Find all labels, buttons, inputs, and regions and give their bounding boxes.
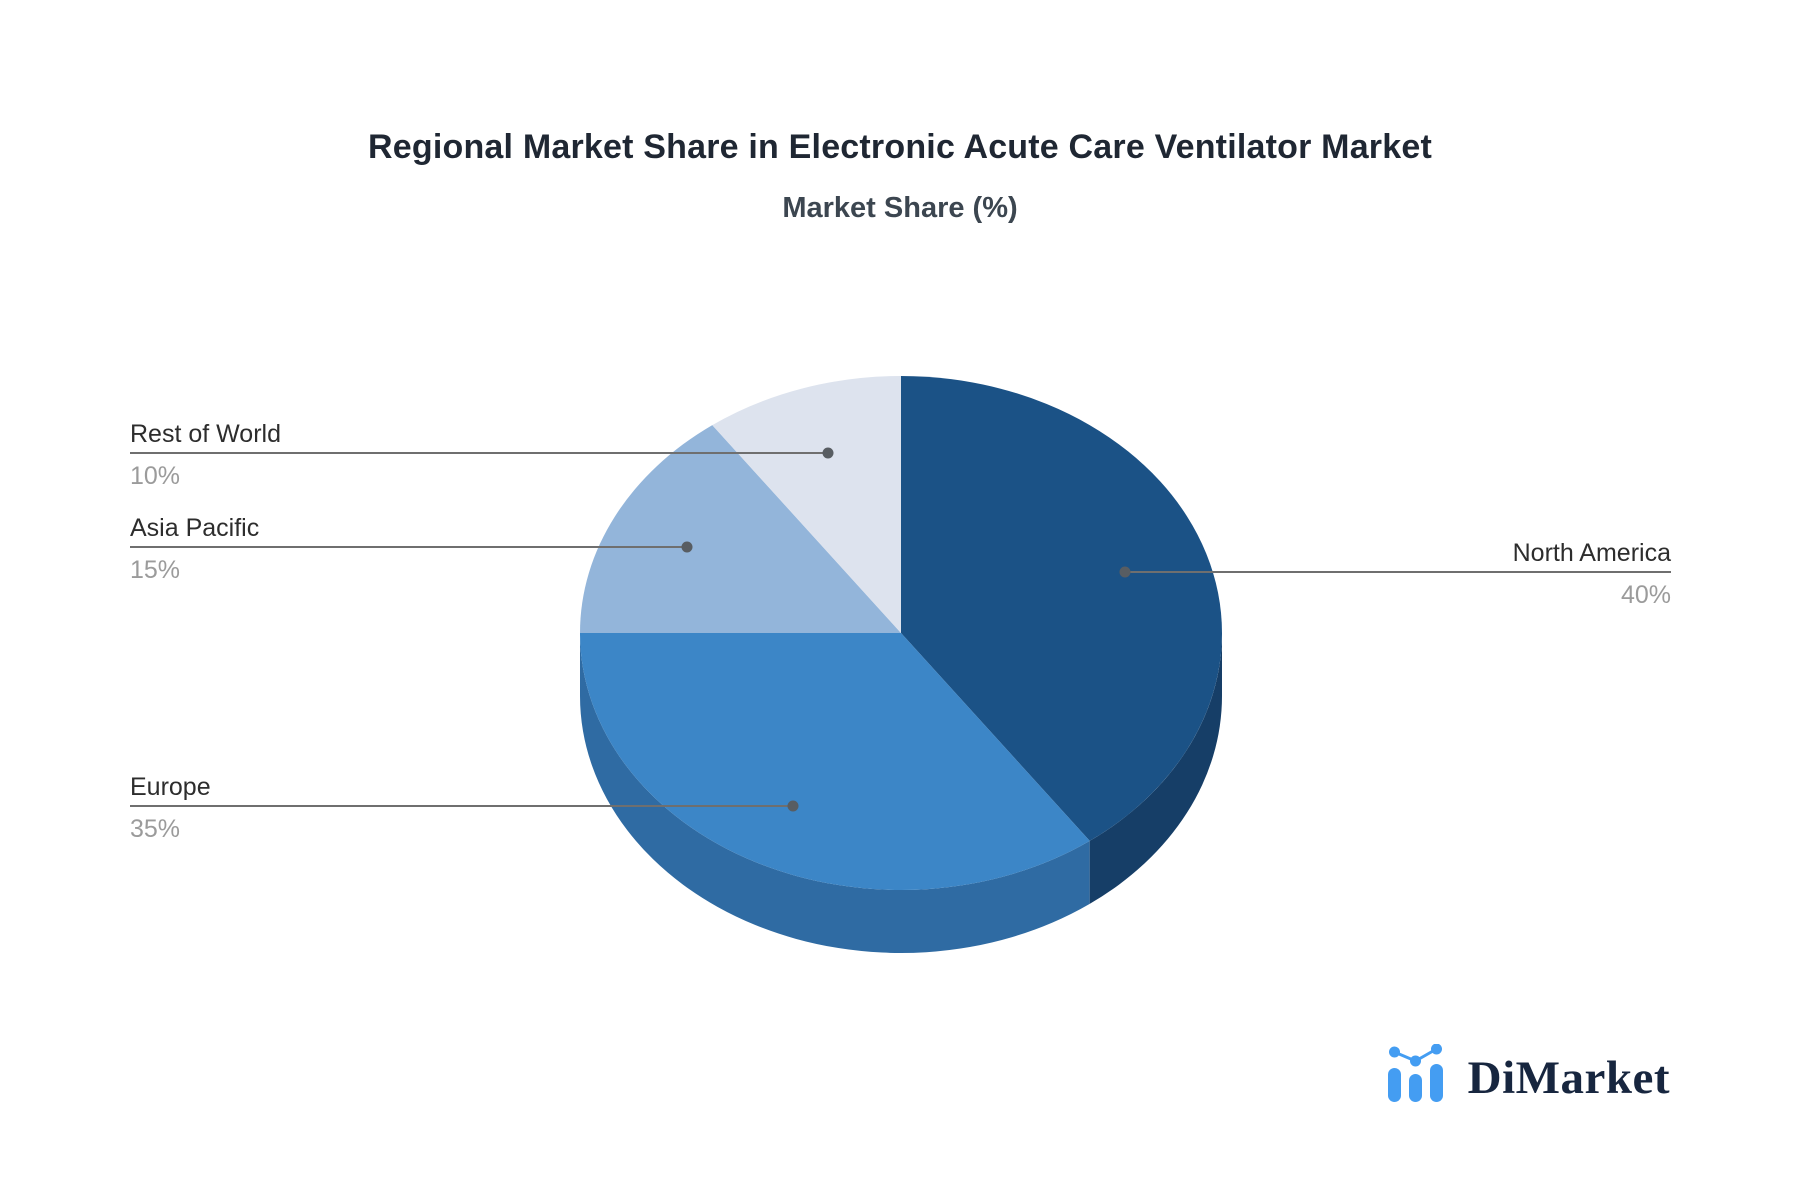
callout-label-europe: Europe xyxy=(130,773,211,801)
chart-title: Regional Market Share in Electronic Acut… xyxy=(368,128,1432,166)
pie-slice-rest-of-world xyxy=(712,376,901,633)
pie-slice-north-america xyxy=(901,376,1222,841)
leader-dots xyxy=(681,447,1131,812)
callout-value-europe: 35% xyxy=(130,815,181,843)
pie-slice-asia-pacific xyxy=(580,425,901,633)
callout-value-asia-pacific: 15% xyxy=(130,556,181,584)
callout-value-north-america: 40% xyxy=(1620,581,1671,609)
logo-text: DiMarket xyxy=(1467,1052,1670,1104)
pie-slice-europe xyxy=(580,633,1090,890)
leader-dot-europe xyxy=(787,800,799,812)
pie-side-europe xyxy=(580,633,1090,953)
bar-chart-logo-icon xyxy=(1387,1044,1443,1102)
callout-label-north-america: North America xyxy=(1512,539,1671,567)
callout-label-asia-pacific: Asia Pacific xyxy=(130,514,260,542)
chart-subtitle: Market Share (%) xyxy=(782,192,1018,224)
logo: DiMarket xyxy=(1376,1042,1670,1102)
callout-label-rest-of-world: Rest of World xyxy=(130,420,281,448)
leader-dot-north-america xyxy=(1119,566,1131,578)
leader-dot-asia-pacific xyxy=(681,541,693,553)
callout-value-rest-of-world: 10% xyxy=(130,462,181,490)
leader-dot-rest-of-world xyxy=(822,447,834,459)
leader-lines xyxy=(130,452,1671,807)
pie-side-north-america xyxy=(1089,633,1222,904)
